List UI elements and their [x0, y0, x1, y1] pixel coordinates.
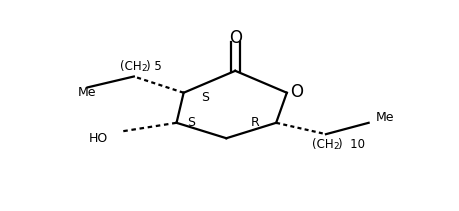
Text: )  10: ) 10 — [338, 138, 365, 151]
Text: ) 5: ) 5 — [146, 60, 162, 73]
Text: S: S — [187, 116, 195, 129]
Text: (CH: (CH — [312, 138, 333, 151]
Text: S: S — [201, 91, 209, 104]
Text: (CH: (CH — [120, 60, 141, 73]
Text: O: O — [290, 83, 303, 101]
Text: HO: HO — [89, 132, 108, 145]
Text: R: R — [251, 116, 259, 129]
Text: 2: 2 — [334, 142, 339, 150]
Text: Me: Me — [78, 86, 96, 99]
Text: Me: Me — [376, 111, 394, 124]
Text: 2: 2 — [142, 64, 147, 73]
Text: O: O — [229, 29, 242, 47]
